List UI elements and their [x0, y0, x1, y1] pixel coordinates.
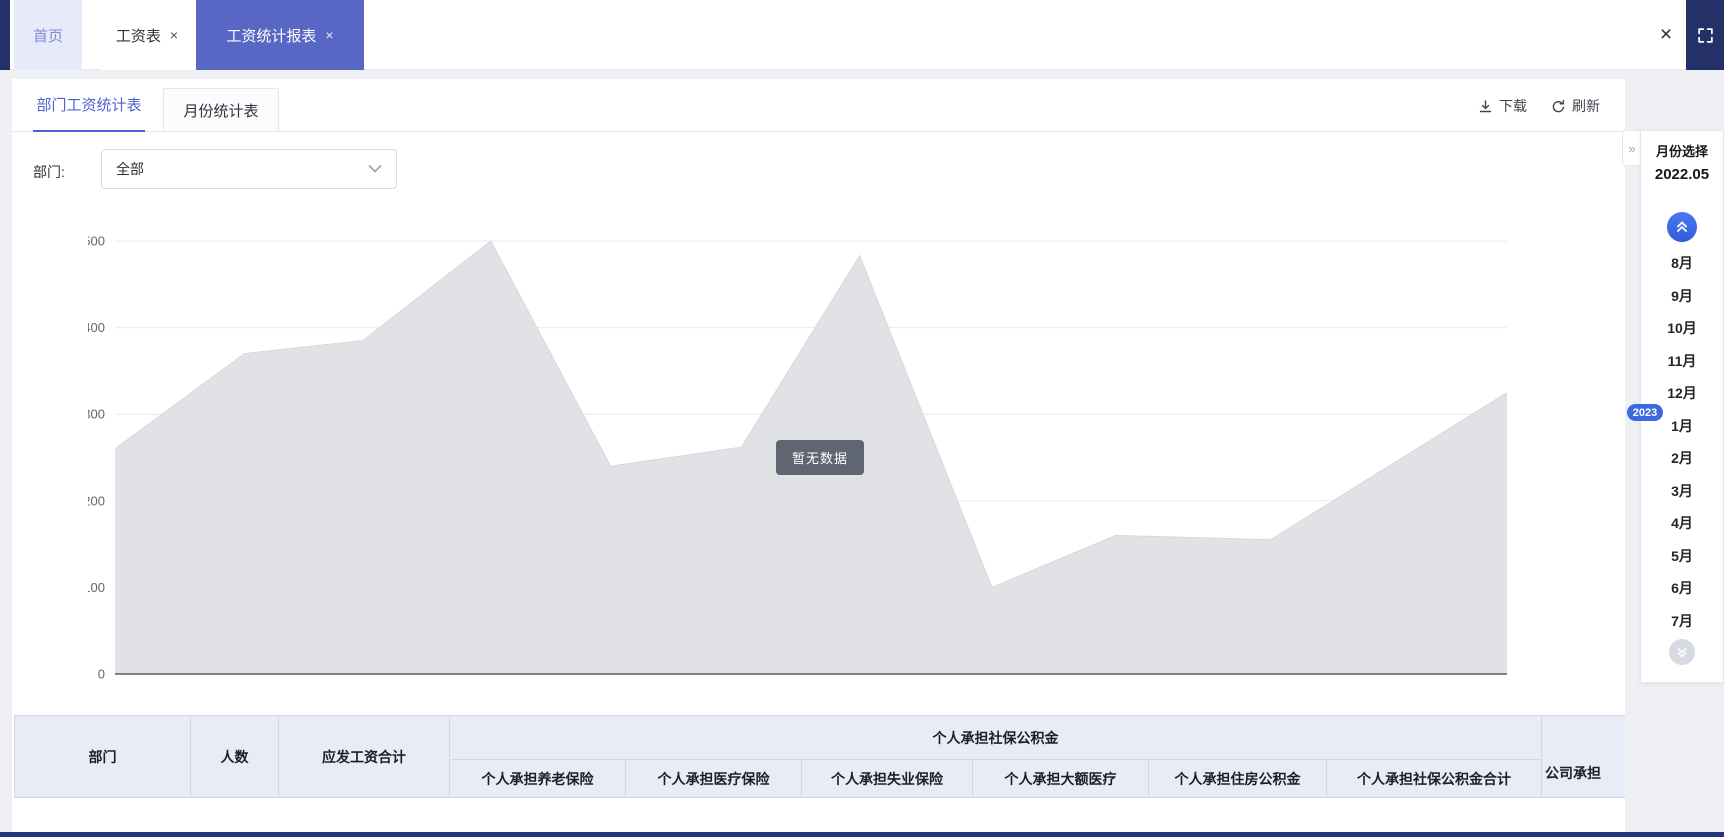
col-header-housing-fund: 个人承担住房公积金	[1148, 759, 1327, 798]
top-tab-report[interactable]: 工资统计报表 ×	[196, 0, 364, 70]
col-header-personal-total: 个人承担社保公积金合计	[1326, 759, 1542, 798]
expand-icon	[1697, 27, 1713, 43]
window-close-button[interactable]: ×	[1646, 0, 1686, 70]
month-item[interactable]: 8月	[1671, 255, 1693, 272]
col-group-company-contrib	[1541, 715, 1625, 798]
col-header-unemployment: 个人承担失业保险	[801, 759, 973, 798]
month-item[interactable]: 1月	[1671, 417, 1693, 434]
chevrons-down-icon	[1677, 648, 1687, 658]
svg-text:500: 500	[88, 234, 105, 249]
col-header-department: 部门	[14, 715, 191, 798]
month-list: 8月 9月 10月 11月 12月 1月 2月 3月 4月 5月 6月 7月	[1640, 247, 1724, 637]
svg-text:400: 400	[88, 320, 105, 335]
current-month-value: 2022.05	[1654, 166, 1710, 183]
chevron-down-icon	[368, 165, 382, 173]
download-icon	[1479, 99, 1492, 112]
tab-close-icon[interactable]: ×	[325, 27, 334, 43]
svg-text:0: 0	[98, 667, 105, 682]
download-button[interactable]: 下载	[1478, 92, 1527, 120]
month-item[interactable]: 4月	[1671, 515, 1693, 532]
chevrons-up-icon	[1677, 221, 1687, 232]
month-panel-collapse-handle[interactable]: »	[1622, 130, 1641, 166]
col-header-medical: 个人承担医疗保险	[625, 759, 802, 798]
fullscreen-button[interactable]	[1686, 0, 1724, 70]
svg-text:200: 200	[88, 493, 105, 508]
svg-text:300: 300	[88, 407, 105, 422]
department-select-value: 全部	[116, 161, 144, 177]
svg-text:100: 100	[88, 580, 105, 595]
close-icon: ×	[1659, 23, 1673, 46]
tab-month-stats[interactable]: 月份统计表	[163, 88, 279, 132]
report-tab-bar	[12, 79, 1625, 132]
tab-month-stats-label: 月份统计表	[183, 102, 259, 120]
top-tab-home[interactable]: 首页	[14, 0, 82, 70]
tab-close-icon[interactable]: ×	[169, 27, 179, 43]
col-header-company-clipped: 公司承担	[1545, 765, 1601, 781]
col-header-major-medical: 个人承担大额医疗	[972, 759, 1149, 798]
month-item[interactable]: 2月	[1671, 450, 1693, 467]
top-tab-home-label: 首页	[32, 27, 63, 45]
summary-table: 部门 人数 应发工资合计 个人承担社保公积金 个人承担养老保险 个人承担医疗保险…	[14, 715, 1625, 798]
month-item[interactable]: 9月	[1671, 287, 1693, 304]
month-item[interactable]: 3月	[1671, 482, 1693, 499]
tab-department-stats-label: 部门工资统计表	[36, 97, 142, 114]
download-label: 下载	[1499, 98, 1527, 114]
col-header-headcount: 人数	[190, 715, 279, 798]
department-label: 部门:	[33, 164, 65, 180]
month-scroll-up-button[interactable]	[1667, 212, 1697, 242]
month-item[interactable]: 12月	[1667, 385, 1697, 402]
window-edge-strip	[0, 0, 10, 70]
month-item[interactable]: 11月	[1667, 352, 1697, 369]
top-tab-report-label: 工资统计报表	[226, 27, 317, 45]
chevrons-right-icon: »	[1628, 140, 1636, 156]
month-item[interactable]: 7月	[1671, 612, 1693, 629]
top-tab-salary-label: 工资表	[115, 27, 161, 45]
month-item[interactable]: 10月	[1667, 320, 1697, 337]
refresh-label: 刷新	[1572, 98, 1600, 114]
col-header-pension: 个人承担养老保险	[449, 759, 626, 798]
tab-department-stats[interactable]: 部门工资统计表	[33, 79, 145, 132]
refresh-button[interactable]: 刷新	[1551, 92, 1600, 120]
top-tab-salary[interactable]: 工资表 ×	[100, 0, 194, 70]
summary-table-wrap: 部门 人数 应发工资合计 个人承担社保公积金 个人承担养老保险 个人承担医疗保险…	[14, 715, 1625, 832]
window-bottom-strip	[0, 832, 1724, 837]
year-badge: 2023	[1627, 404, 1663, 421]
col-header-gross-total: 应发工资合计	[278, 715, 450, 798]
col-group-personal-contrib: 个人承担社保公积金	[449, 715, 1542, 760]
department-select[interactable]: 全部	[101, 149, 397, 189]
month-scroll-down-button[interactable]	[1669, 639, 1695, 665]
month-panel-title: 月份选择	[1655, 144, 1708, 159]
month-item[interactable]: 6月	[1671, 580, 1693, 597]
refresh-icon	[1552, 99, 1565, 112]
nodata-badge: 暂无数据	[776, 440, 865, 475]
month-item[interactable]: 5月	[1671, 547, 1693, 564]
